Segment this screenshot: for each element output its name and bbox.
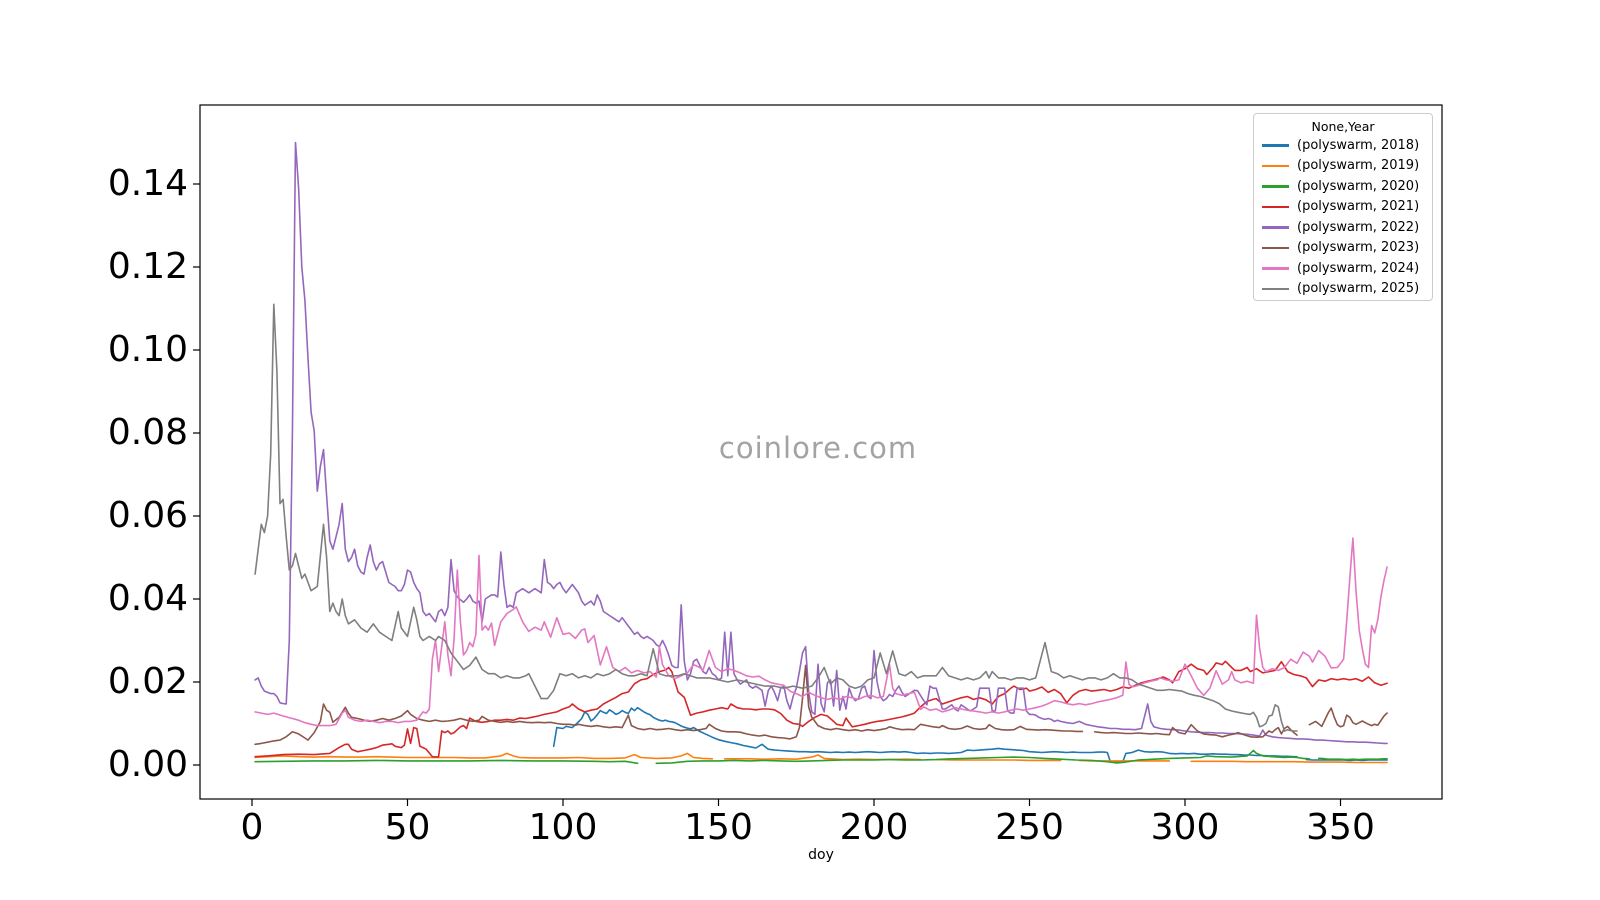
x-tick-label: 300 (1150, 807, 1220, 848)
legend-line-sample (1262, 144, 1289, 147)
y-tick-label: 0.06 (107, 495, 188, 536)
legend-line-sample (1262, 246, 1289, 249)
legend-item-2025: (polyswarm, 2025) (1254, 279, 1432, 300)
legend-label: (polyswarm, 2018) (1297, 137, 1420, 153)
legend-item-2019: (polyswarm, 2019) (1254, 156, 1432, 177)
legend-label: (polyswarm, 2020) (1297, 178, 1420, 194)
legend-label: (polyswarm, 2019) (1297, 158, 1420, 174)
y-tick-label: 0.02 (107, 661, 188, 702)
legend-rows: (polyswarm, 2018) (polyswarm, 2019) (polys… (1254, 135, 1432, 299)
series-line-2020 (254, 749, 1388, 765)
series-line-2019 (254, 752, 1388, 764)
series-line-2018 (552, 706, 1388, 763)
legend-label: (polyswarm, 2025) (1297, 281, 1420, 297)
x-tick-label: 250 (995, 807, 1064, 848)
x-tick-label: 200 (839, 807, 909, 848)
legend-item-2022: (polyswarm, 2022) (1254, 217, 1432, 238)
x-tick-label: 150 (684, 807, 753, 848)
y-tick-label: 0.12 (107, 246, 188, 287)
x-tick-label: 50 (384, 807, 431, 848)
y-tick-label: 0.08 (107, 412, 188, 453)
x-tick-label: 0 (240, 807, 264, 848)
legend-line-sample (1262, 287, 1289, 290)
series-line-2021 (254, 660, 1388, 758)
legend-line-sample (1262, 267, 1289, 270)
y-tick-label: 0.04 (107, 578, 188, 619)
legend-line-sample (1262, 164, 1289, 167)
legend-item-2021: (polyswarm, 2021) (1254, 197, 1432, 218)
y-tick-label: 0.00 (107, 744, 188, 785)
series-line-2022 (254, 141, 1388, 745)
series-line-2024 (254, 537, 1388, 727)
x-tick-label: 100 (528, 807, 598, 848)
legend-item-2023: (polyswarm, 2023) (1254, 238, 1432, 259)
legend: None,Year (polyswarm, 2018) (polyswarm, 2… (1253, 113, 1433, 301)
watermark: coinlore.com (718, 431, 918, 465)
series-line-2025 (254, 303, 1298, 732)
legend-item-2018: (polyswarm, 2018) (1254, 135, 1432, 156)
legend-line-sample (1262, 185, 1289, 188)
x-tick-label: 350 (1306, 807, 1375, 848)
legend-line-sample (1262, 226, 1289, 229)
legend-label: (polyswarm, 2022) (1297, 219, 1420, 235)
legend-item-2024: (polyswarm, 2024) (1254, 258, 1432, 279)
legend-title: None,Year (1311, 119, 1375, 134)
x-axis-title: doy (808, 847, 834, 863)
legend-label: (polyswarm, 2023) (1297, 240, 1420, 256)
legend-label: (polyswarm, 2021) (1297, 199, 1420, 215)
legend-line-sample (1262, 205, 1289, 208)
y-tick-label: 0.10 (107, 329, 188, 370)
legend-item-2020: (polyswarm, 2020) (1254, 176, 1432, 197)
axes-frame (199, 104, 1443, 800)
series-line-2023 (254, 664, 1388, 746)
y-tick-label: 0.14 (107, 163, 188, 204)
legend-label: (polyswarm, 2024) (1297, 260, 1420, 276)
